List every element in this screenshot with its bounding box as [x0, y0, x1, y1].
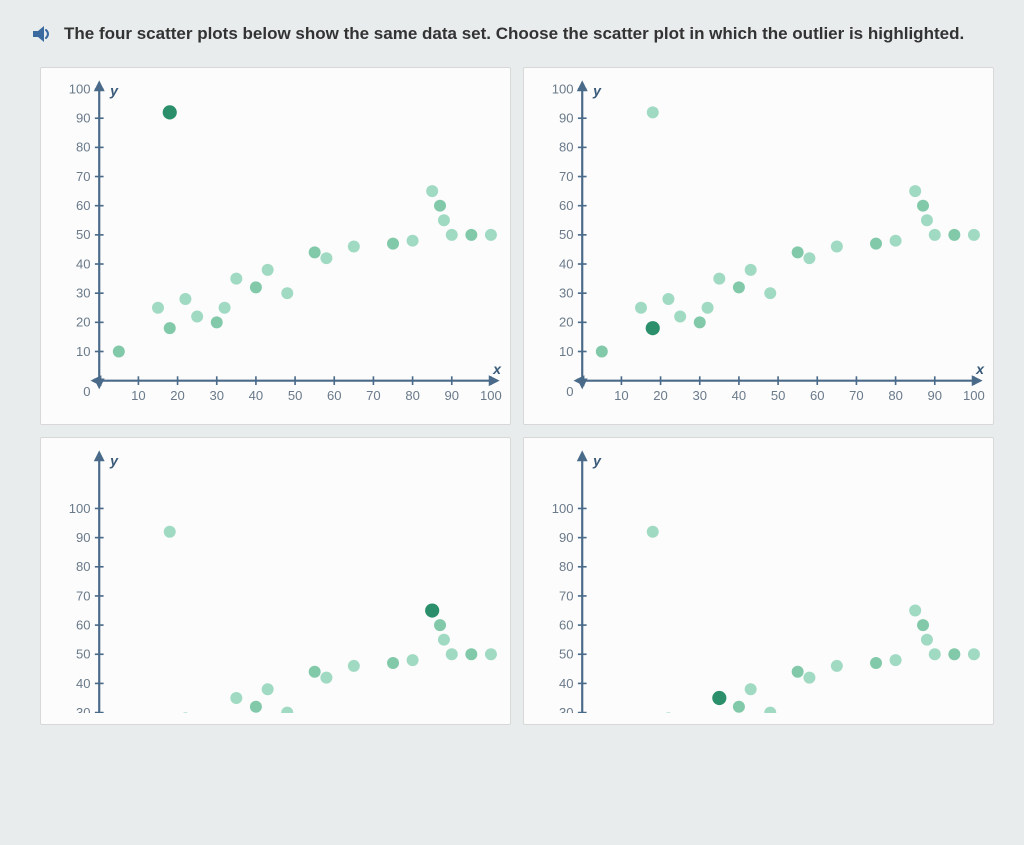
svg-text:90: 90 — [76, 530, 91, 545]
svg-text:100: 100 — [552, 501, 574, 516]
svg-text:x: x — [975, 361, 985, 377]
charts-grid: y102030405060708090100x01020304050607080… — [30, 67, 994, 725]
svg-text:x: x — [492, 361, 502, 377]
svg-text:60: 60 — [76, 618, 91, 633]
svg-text:60: 60 — [559, 618, 574, 633]
svg-text:90: 90 — [445, 388, 460, 403]
svg-text:30: 30 — [559, 286, 574, 301]
svg-text:100: 100 — [963, 388, 985, 403]
svg-text:10: 10 — [131, 388, 146, 403]
svg-text:70: 70 — [559, 589, 574, 604]
svg-text:y: y — [109, 453, 119, 469]
svg-text:40: 40 — [249, 388, 264, 403]
svg-text:70: 70 — [559, 169, 574, 184]
svg-text:90: 90 — [928, 388, 943, 403]
svg-text:50: 50 — [771, 388, 786, 403]
svg-text:0: 0 — [83, 384, 90, 399]
svg-text:90: 90 — [76, 111, 91, 126]
svg-text:100: 100 — [69, 501, 91, 516]
svg-text:30: 30 — [559, 705, 574, 713]
svg-text:50: 50 — [288, 388, 303, 403]
svg-text:50: 50 — [559, 227, 574, 242]
question-text: The four scatter plots below show the sa… — [64, 20, 964, 47]
audio-icon[interactable] — [30, 22, 54, 46]
svg-text:30: 30 — [76, 705, 91, 713]
svg-text:50: 50 — [76, 227, 91, 242]
svg-text:80: 80 — [76, 560, 91, 575]
svg-text:80: 80 — [888, 388, 903, 403]
svg-text:10: 10 — [559, 344, 574, 359]
svg-text:40: 40 — [559, 676, 574, 691]
scatter-plot-c[interactable]: y 30 40 50 60 70 80 90 100 — [40, 437, 511, 725]
svg-text:40: 40 — [559, 257, 574, 272]
svg-text:y: y — [109, 83, 119, 99]
svg-text:100: 100 — [69, 82, 91, 97]
svg-text:40: 40 — [76, 676, 91, 691]
svg-text:20: 20 — [653, 388, 668, 403]
svg-text:50: 50 — [76, 647, 91, 662]
svg-text:80: 80 — [559, 560, 574, 575]
svg-text:90: 90 — [559, 111, 574, 126]
svg-text:80: 80 — [405, 388, 420, 403]
svg-text:10: 10 — [614, 388, 629, 403]
svg-text:60: 60 — [810, 388, 825, 403]
svg-text:y: y — [592, 453, 602, 469]
svg-text:30: 30 — [76, 286, 91, 301]
svg-text:80: 80 — [76, 140, 91, 155]
svg-text:0: 0 — [566, 384, 573, 399]
svg-text:60: 60 — [559, 198, 574, 213]
svg-text:70: 70 — [366, 388, 381, 403]
svg-text:20: 20 — [170, 388, 185, 403]
svg-text:40: 40 — [76, 257, 91, 272]
svg-text:60: 60 — [327, 388, 342, 403]
svg-text:30: 30 — [209, 388, 224, 403]
svg-text:90: 90 — [559, 530, 574, 545]
svg-text:y: y — [592, 83, 602, 99]
svg-text:20: 20 — [559, 315, 574, 330]
svg-text:60: 60 — [76, 198, 91, 213]
scatter-plot-a[interactable]: y 10 20 30 40 50 60 70 80 90 100 x 0 10 20 30 40 50 60 70 80… — [40, 67, 511, 425]
svg-text:10: 10 — [76, 344, 91, 359]
svg-text:80: 80 — [559, 140, 574, 155]
svg-text:100: 100 — [552, 82, 574, 97]
scatter-plot-d[interactable]: y 30 40 50 60 70 80 90 100 — [523, 437, 994, 725]
question-row: The four scatter plots below show the sa… — [30, 20, 994, 47]
svg-text:20: 20 — [76, 315, 91, 330]
svg-text:40: 40 — [732, 388, 747, 403]
svg-text:70: 70 — [849, 388, 864, 403]
svg-text:70: 70 — [76, 589, 91, 604]
svg-text:100: 100 — [480, 388, 502, 403]
svg-text:50: 50 — [559, 647, 574, 662]
scatter-plot-b[interactable]: y 10 20 30 40 50 60 70 80 90 100 x 0 10 20 30 40 50 60 70 80… — [523, 67, 994, 425]
svg-text:70: 70 — [76, 169, 91, 184]
svg-text:30: 30 — [692, 388, 707, 403]
